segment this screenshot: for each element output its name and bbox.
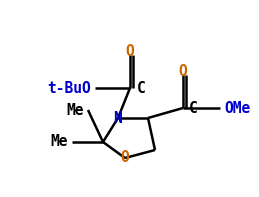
Text: C: C bbox=[189, 100, 198, 115]
Text: O: O bbox=[121, 151, 130, 165]
Text: N: N bbox=[114, 111, 122, 125]
Text: O: O bbox=[179, 63, 187, 78]
Text: C: C bbox=[137, 81, 146, 96]
Text: Me: Me bbox=[51, 135, 68, 150]
Text: Me: Me bbox=[67, 102, 84, 117]
Text: OMe: OMe bbox=[224, 100, 250, 115]
Text: t-BuO: t-BuO bbox=[47, 81, 91, 96]
Text: O: O bbox=[126, 44, 134, 59]
